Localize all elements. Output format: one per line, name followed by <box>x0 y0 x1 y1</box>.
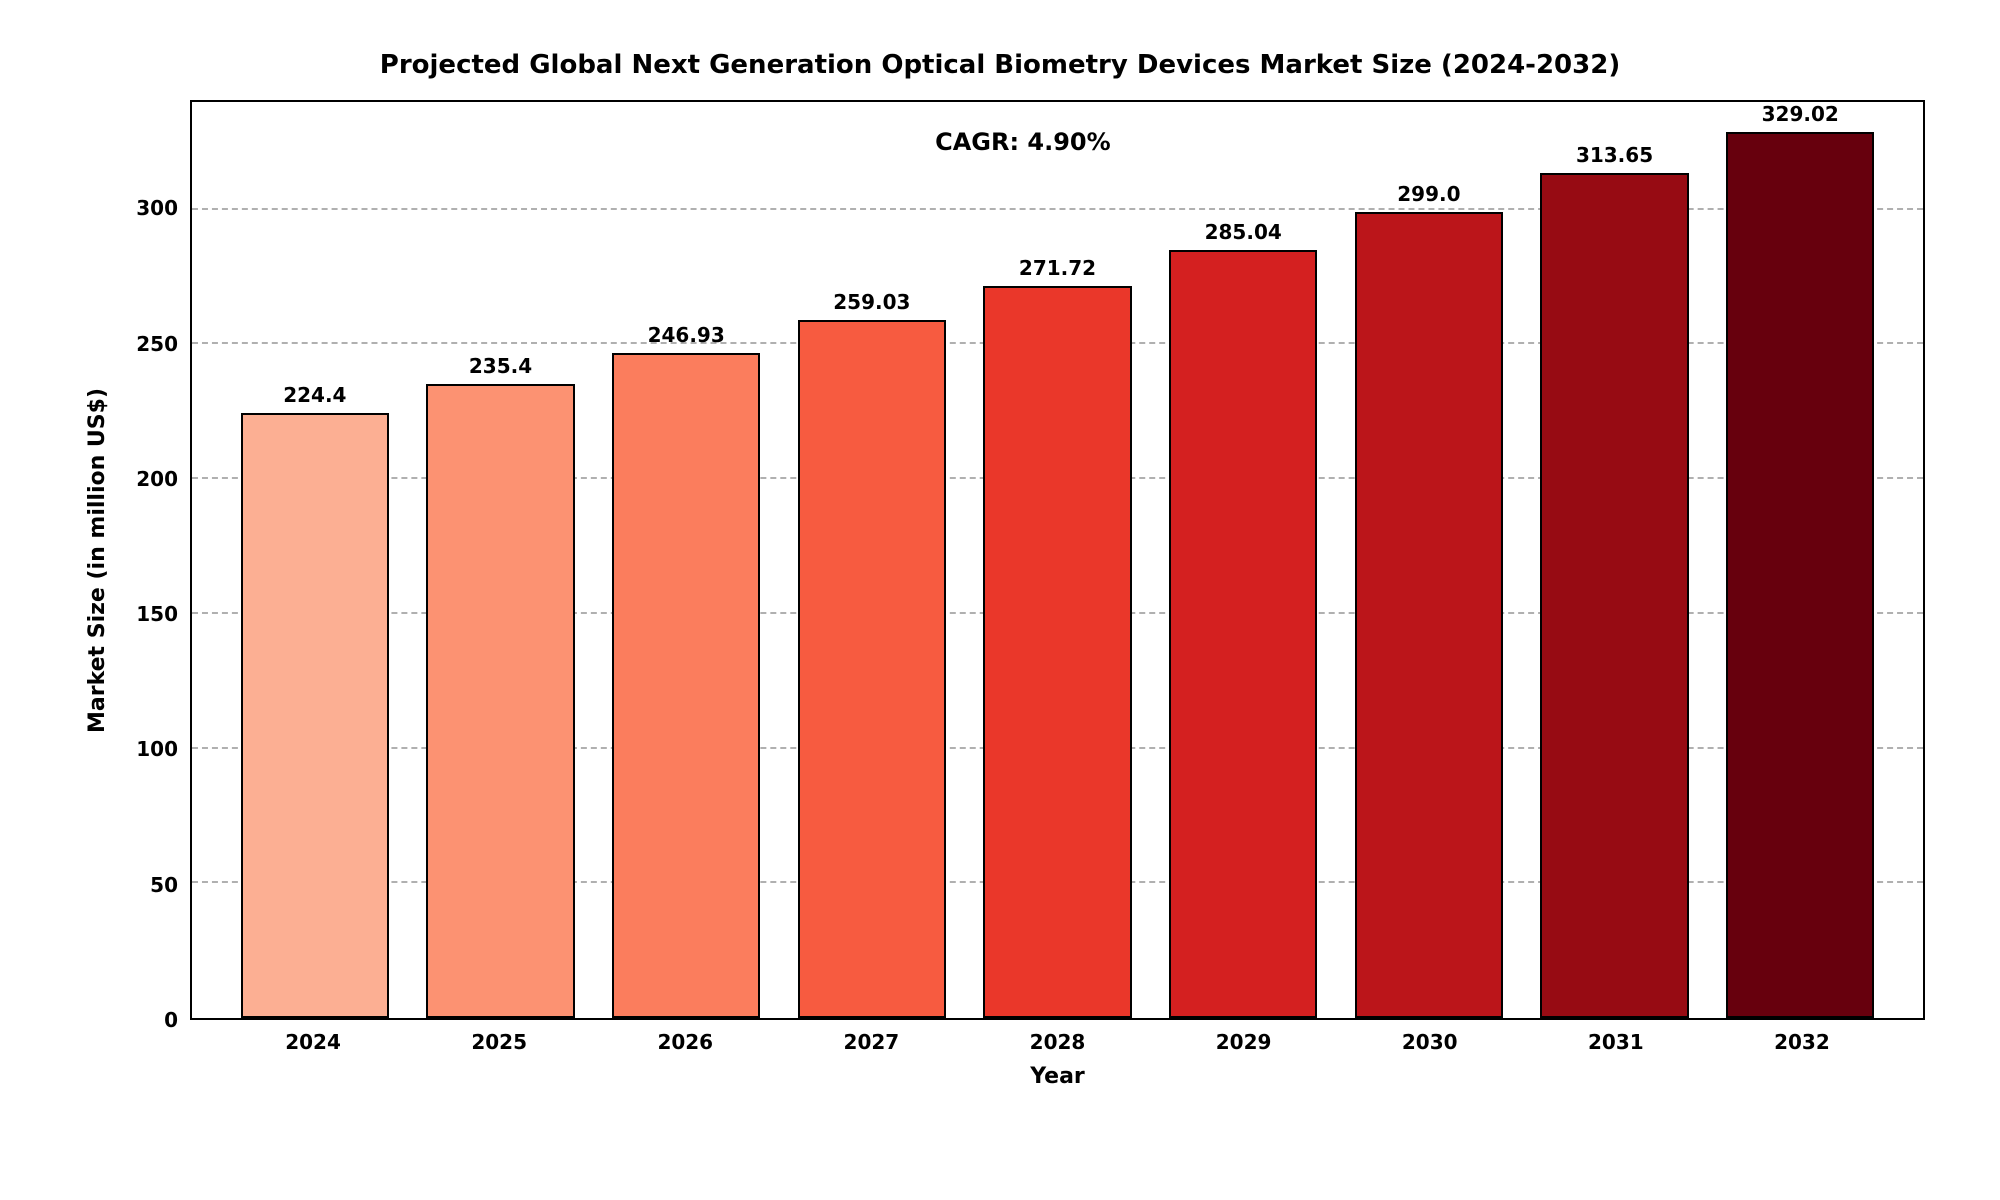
y-axis-ticks: 050100150200250300 <box>120 100 190 1020</box>
bars-container: 224.4 235.4 246.93 259.03 271.72 285.04 299.0 3… <box>192 102 1923 1018</box>
bar-value-label: 271.72 <box>1019 256 1096 280</box>
bar-value-label: 313.65 <box>1576 143 1653 167</box>
bar-slot: 259.03 <box>779 102 965 1018</box>
y-tick-label: 150 <box>136 602 178 626</box>
x-axis-area: 202420252026202720282029203020312032 Yea… <box>75 1020 1925 1089</box>
y-tick-label: 200 <box>136 467 178 491</box>
bar <box>241 413 390 1018</box>
x-tick-label: 2030 <box>1337 1030 1523 1054</box>
bar <box>983 286 1132 1018</box>
bar-value-label: 235.4 <box>469 354 532 378</box>
bar-value-label: 299.0 <box>1397 182 1460 206</box>
bar <box>1355 212 1504 1018</box>
plot-area: CAGR: 4.90% 224.4235.4246.93259.03271.72… <box>190 100 1925 1020</box>
bar-slot: 313.65 <box>1522 102 1708 1018</box>
y-tick-label: 50 <box>150 873 178 897</box>
y-tick-label: 100 <box>136 737 178 761</box>
bar-value-label: 285.04 <box>1205 220 1282 244</box>
chart-container: Projected Global Next Generation Optical… <box>75 50 1925 1150</box>
bar-slot: 299.0 <box>1336 102 1522 1018</box>
bar-slot: 246.93 <box>593 102 779 1018</box>
bar-slot: 329.02 <box>1707 102 1893 1018</box>
bar <box>426 384 575 1018</box>
bar <box>1726 132 1875 1018</box>
x-axis-label: Year <box>190 1064 1925 1089</box>
bar-slot: 285.04 <box>1150 102 1336 1018</box>
y-tick-label: 300 <box>136 196 178 220</box>
y-axis-label: Market Size (in million US$) <box>75 100 120 1020</box>
x-tick-label: 2029 <box>1151 1030 1337 1054</box>
x-tick-label: 2031 <box>1523 1030 1709 1054</box>
bar-slot: 235.4 <box>408 102 594 1018</box>
bar-value-label: 246.93 <box>648 323 725 347</box>
chart-title: Projected Global Next Generation Optical… <box>75 50 1925 80</box>
bar <box>612 353 761 1018</box>
bar-value-label: 224.4 <box>283 383 346 407</box>
bar <box>1169 250 1318 1018</box>
y-tick-label: 250 <box>136 332 178 356</box>
x-tick-label: 2024 <box>220 1030 406 1054</box>
bar-value-label: 329.02 <box>1762 102 1839 126</box>
bar-value-label: 259.03 <box>833 290 910 314</box>
x-axis-ticks: 202420252026202720282029203020312032 <box>190 1020 1925 1054</box>
bar <box>1540 173 1689 1018</box>
y-tick-label: 0 <box>164 1008 178 1032</box>
bar <box>798 320 947 1018</box>
x-tick-label: 2027 <box>778 1030 964 1054</box>
bar-slot: 224.4 <box>222 102 408 1018</box>
x-tick-label: 2032 <box>1709 1030 1895 1054</box>
y-axis-area: Market Size (in million US$) 05010015020… <box>75 100 190 1020</box>
x-tick-label: 2028 <box>964 1030 1150 1054</box>
bar-slot: 271.72 <box>965 102 1151 1018</box>
x-tick-label: 2025 <box>406 1030 592 1054</box>
x-tick-label: 2026 <box>592 1030 778 1054</box>
plot-container: Market Size (in million US$) 05010015020… <box>75 100 1925 1020</box>
